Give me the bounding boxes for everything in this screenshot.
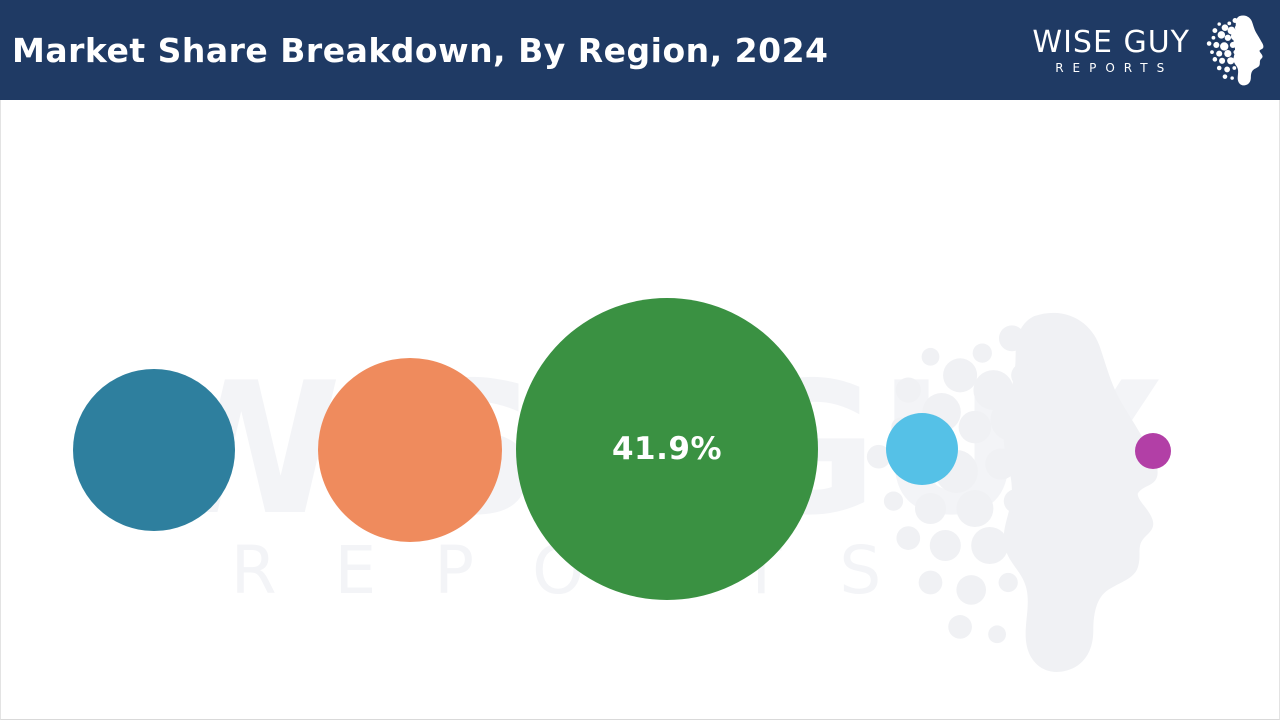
bubble-europe (318, 358, 502, 542)
bubble-value-label: 41.9% (611, 431, 723, 467)
bubble-mea (1135, 433, 1171, 469)
bubble-chart: WISE GUY REPORTS North AmericaEurope41.9… (0, 100, 1280, 720)
bubble-south-america (886, 413, 958, 485)
page-title: Market Share Breakdown, By Region, 2024 (12, 30, 829, 70)
bubble-apac: 41.9% (516, 298, 818, 600)
head-watermark-icon (801, 305, 1171, 675)
logo-text-secondary: REPORTS (1055, 60, 1174, 75)
logo-text: WISE GUY REPORTS (1032, 26, 1190, 75)
wise-guy-logo: WISE GUY REPORTS (1032, 0, 1266, 100)
bubble-north-america (73, 369, 235, 531)
head-logo-icon (1194, 8, 1266, 92)
header-bar: Market Share Breakdown, By Region, 2024 … (0, 0, 1280, 100)
logo-text-primary: WISE GUY (1032, 24, 1190, 60)
